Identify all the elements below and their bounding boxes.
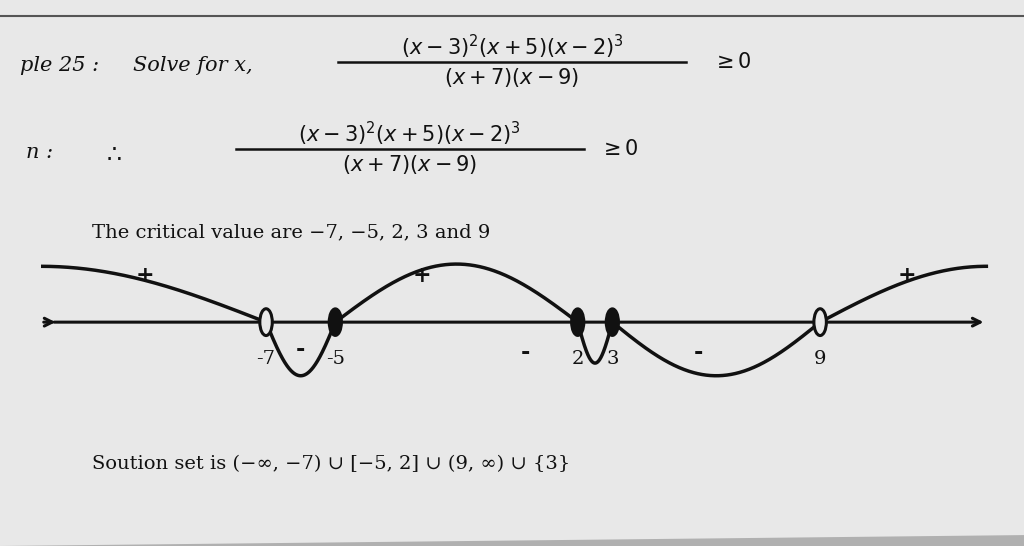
Text: +: + xyxy=(897,265,916,287)
Text: +: + xyxy=(135,265,155,287)
Circle shape xyxy=(329,308,342,336)
Text: -: - xyxy=(694,342,703,364)
Text: The critical value are −7, −5, 2, 3 and 9: The critical value are −7, −5, 2, 3 and … xyxy=(92,223,490,241)
Text: -: - xyxy=(521,342,530,364)
Text: 2: 2 xyxy=(571,351,584,369)
Circle shape xyxy=(571,308,584,336)
Text: -7: -7 xyxy=(257,351,275,369)
Text: $(x-3)^2(x+5)(x-2)^3$: $(x-3)^2(x+5)(x-2)^3$ xyxy=(298,120,521,148)
Circle shape xyxy=(814,308,826,336)
Text: n :: n : xyxy=(26,144,52,162)
Text: $\geq 0$: $\geq 0$ xyxy=(712,52,752,72)
Circle shape xyxy=(260,308,272,336)
Text: 9: 9 xyxy=(814,351,826,369)
Text: Solve for x,: Solve for x, xyxy=(133,56,253,75)
Text: -5: -5 xyxy=(326,351,345,369)
Text: -: - xyxy=(296,340,305,361)
Text: +: + xyxy=(413,265,431,287)
Text: $(x-3)^2(x+5)(x-2)^3$: $(x-3)^2(x+5)(x-2)^3$ xyxy=(400,32,624,61)
Text: Soution set is (−∞, −7) ∪ [−5, 2] ∪ (9, ∞) ∪ {3}: Soution set is (−∞, −7) ∪ [−5, 2] ∪ (9, … xyxy=(92,455,570,473)
Text: $\geq 0$: $\geq 0$ xyxy=(599,139,639,159)
Circle shape xyxy=(606,308,618,336)
Text: $(x+7)(x-9)$: $(x+7)(x-9)$ xyxy=(444,66,580,89)
Text: $\therefore$: $\therefore$ xyxy=(102,141,123,165)
Text: $(x+7)(x-9)$: $(x+7)(x-9)$ xyxy=(342,153,477,176)
Text: ple 25 :: ple 25 : xyxy=(20,56,99,75)
Text: 3: 3 xyxy=(606,351,618,369)
